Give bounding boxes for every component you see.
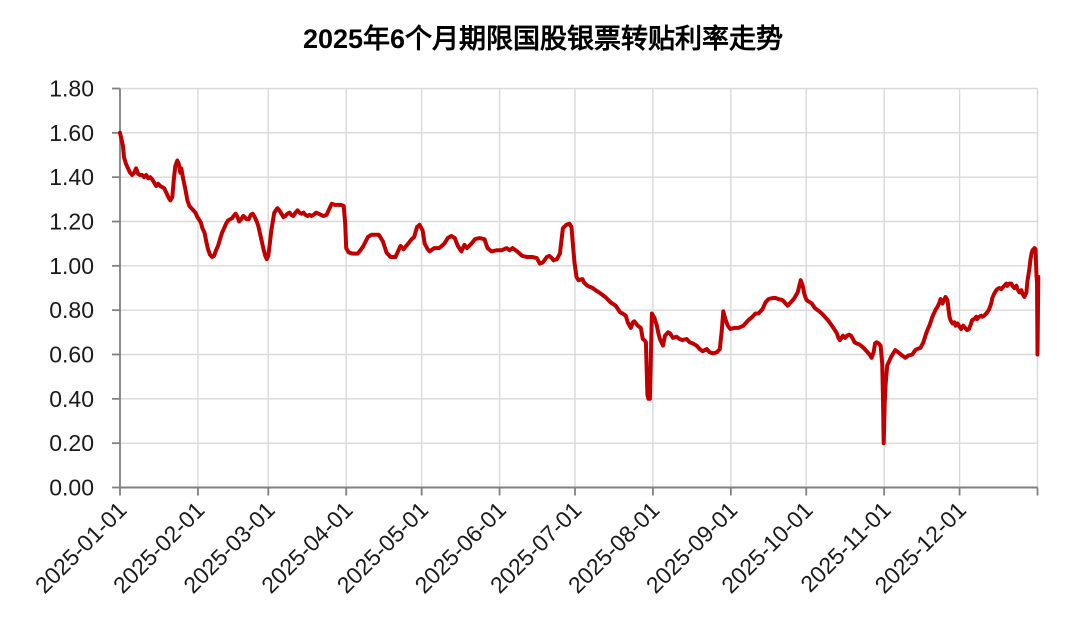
y-axis-labels: 0.00 0.20 0.40 0.60 0.80 1.00 1.20 1.40 1.60 1.80 [49, 76, 94, 501]
y-tick-label: 0.20 [49, 430, 94, 456]
chart-title: 2025年6个月期限国股银票转贴利率走势 [303, 23, 783, 54]
y-tick-label: 1.40 [49, 164, 94, 190]
axes [112, 87, 1039, 496]
y-tick-label: 0.40 [49, 386, 94, 412]
y-tick-label: 1.00 [49, 253, 94, 279]
y-tick-label: 0.60 [49, 342, 94, 368]
rate-line [118, 130, 1041, 446]
y-tick-label: 0.00 [49, 475, 94, 501]
y-tick-label: 1.20 [49, 209, 94, 235]
y-tick-label: 1.80 [49, 76, 94, 102]
gridlines [120, 87, 1039, 488]
y-tick-label: 0.80 [49, 297, 94, 323]
y-tick-label: 1.60 [49, 120, 94, 146]
rate-line-series [118, 130, 1041, 446]
x-axis-labels: 2025-01-012025-02-012025-03-012025-04-01… [30, 497, 971, 599]
